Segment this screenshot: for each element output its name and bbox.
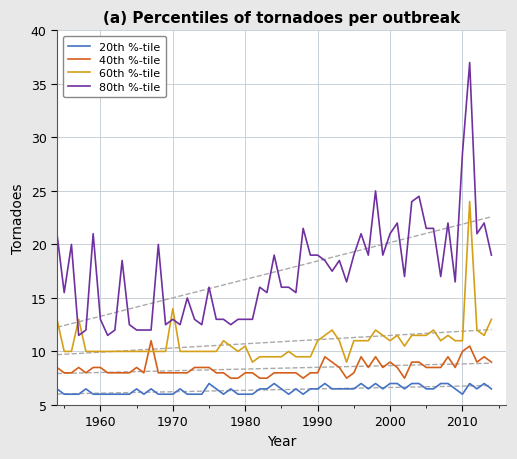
60th %-tile [466,200,473,205]
20th %-tile [445,381,451,386]
20th %-tile [61,392,67,397]
60th %-tile [293,354,299,360]
80th %-tile [466,61,473,66]
20th %-tile [148,386,154,392]
20th %-tile [300,392,306,397]
Line: 80th %-tile: 80th %-tile [57,63,491,336]
40th %-tile [300,375,306,381]
40th %-tile [54,365,60,370]
40th %-tile [445,354,451,360]
40th %-tile [148,338,154,344]
60th %-tile [141,349,147,354]
60th %-tile [437,338,444,344]
60th %-tile [488,317,494,322]
20th %-tile [162,392,169,397]
80th %-tile [437,274,444,280]
80th %-tile [213,317,219,322]
60th %-tile [206,349,212,354]
80th %-tile [488,253,494,258]
80th %-tile [148,328,154,333]
20th %-tile [488,386,494,392]
Line: 20th %-tile: 20th %-tile [57,384,491,394]
80th %-tile [322,258,328,263]
20th %-tile [329,386,335,392]
80th %-tile [162,322,169,328]
80th %-tile [293,290,299,296]
Line: 40th %-tile: 40th %-tile [57,341,491,378]
40th %-tile [329,359,335,365]
40th %-tile [227,375,234,381]
20th %-tile [206,381,212,386]
Title: (a) Percentiles of tornadoes per outbreak: (a) Percentiles of tornadoes per outbrea… [103,11,460,26]
X-axis label: Year: Year [267,434,296,448]
40th %-tile [162,370,169,376]
60th %-tile [155,349,161,354]
40th %-tile [488,359,494,365]
60th %-tile [54,317,60,322]
Y-axis label: Tornadoes: Tornadoes [11,183,25,253]
Legend: 20th %-tile, 40th %-tile, 60th %-tile, 80th %-tile: 20th %-tile, 40th %-tile, 60th %-tile, 8… [63,37,166,98]
40th %-tile [213,370,219,376]
Line: 60th %-tile: 60th %-tile [57,202,491,362]
60th %-tile [249,359,255,365]
40th %-tile [141,370,147,376]
80th %-tile [75,333,82,338]
20th %-tile [54,386,60,392]
20th %-tile [220,392,226,397]
80th %-tile [54,231,60,237]
60th %-tile [322,333,328,338]
